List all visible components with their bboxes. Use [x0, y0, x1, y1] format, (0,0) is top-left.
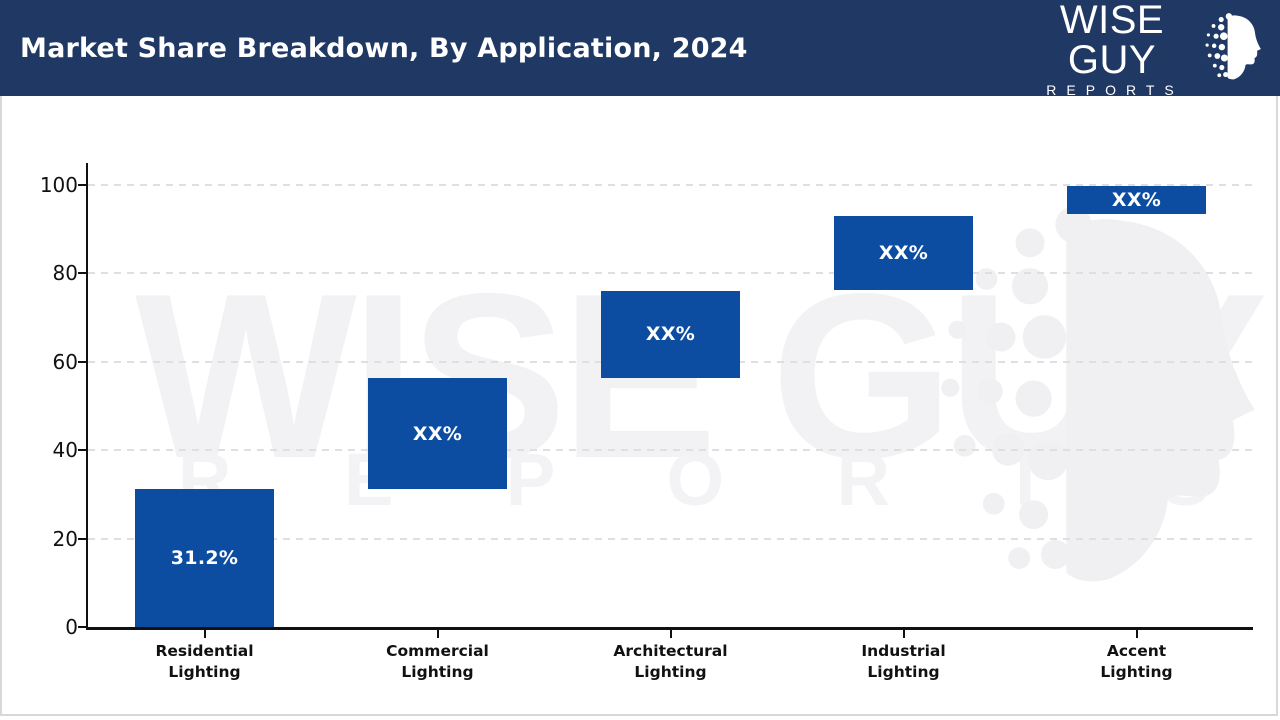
x-category-label: Accent Lighting: [1100, 642, 1173, 681]
gridline: [88, 184, 1253, 187]
y-tick-mark: [78, 360, 86, 363]
brand-logo: WISE GUY REPORTS: [1026, 0, 1266, 98]
bar-value-label: XX%: [878, 241, 929, 264]
y-tick-mark: [78, 626, 86, 628]
x-tick-mark: [669, 630, 672, 638]
y-tick-label: 80: [52, 261, 78, 286]
x-category-label: Architectural Lighting: [613, 642, 728, 681]
bar: XX%: [368, 378, 507, 490]
logo-name-text: WISE GUY: [1059, 0, 1165, 82]
page-title: Market Share Breakdown, By Application, …: [20, 32, 748, 64]
y-tick-label: 0: [65, 615, 78, 639]
y-tick-mark: [78, 184, 86, 187]
x-axis-line: [86, 627, 1253, 630]
bar: 31.2%: [135, 489, 274, 627]
plot-area: 0 20 40 60 80 100 31.2% Residential Lighting XX%…: [40, 163, 1253, 681]
x-tick-mark: [436, 630, 439, 638]
gridline: [88, 537, 1253, 540]
y-tick-mark: [78, 272, 86, 275]
logo-sub-text: REPORTS: [1046, 82, 1184, 98]
bar-value-label: XX%: [645, 323, 696, 346]
gridline: [88, 449, 1253, 452]
x-category-label: Industrial Lighting: [861, 642, 946, 681]
x-tick-mark: [1135, 630, 1138, 638]
x-category-label: Residential Lighting: [155, 642, 254, 681]
header-bar: Market Share Breakdown, By Application, …: [0, 0, 1280, 98]
x-tick-mark: [902, 630, 905, 638]
bar: XX%: [601, 291, 740, 378]
bar-value-label: XX%: [412, 422, 463, 445]
y-tick-label: 100: [39, 173, 78, 198]
bar: XX%: [1067, 185, 1206, 215]
x-category-label: Commercial Lighting: [386, 642, 489, 681]
bar-value-label: 31.2%: [170, 547, 239, 570]
y-tick-label: 60: [52, 349, 78, 374]
y-axis-line: [86, 163, 88, 629]
face-profile-icon: [1205, 13, 1261, 80]
logo-text-block: WISE GUY REPORTS: [1026, 0, 1198, 98]
gridline: [88, 272, 1253, 275]
y-tick-label: 40: [52, 438, 78, 463]
bar: XX%: [834, 215, 973, 291]
y-tick-label: 20: [52, 526, 78, 551]
x-tick-mark: [203, 630, 206, 638]
y-tick-mark: [78, 537, 86, 540]
y-tick-mark: [78, 449, 86, 452]
bar-value-label: XX%: [1111, 189, 1162, 212]
